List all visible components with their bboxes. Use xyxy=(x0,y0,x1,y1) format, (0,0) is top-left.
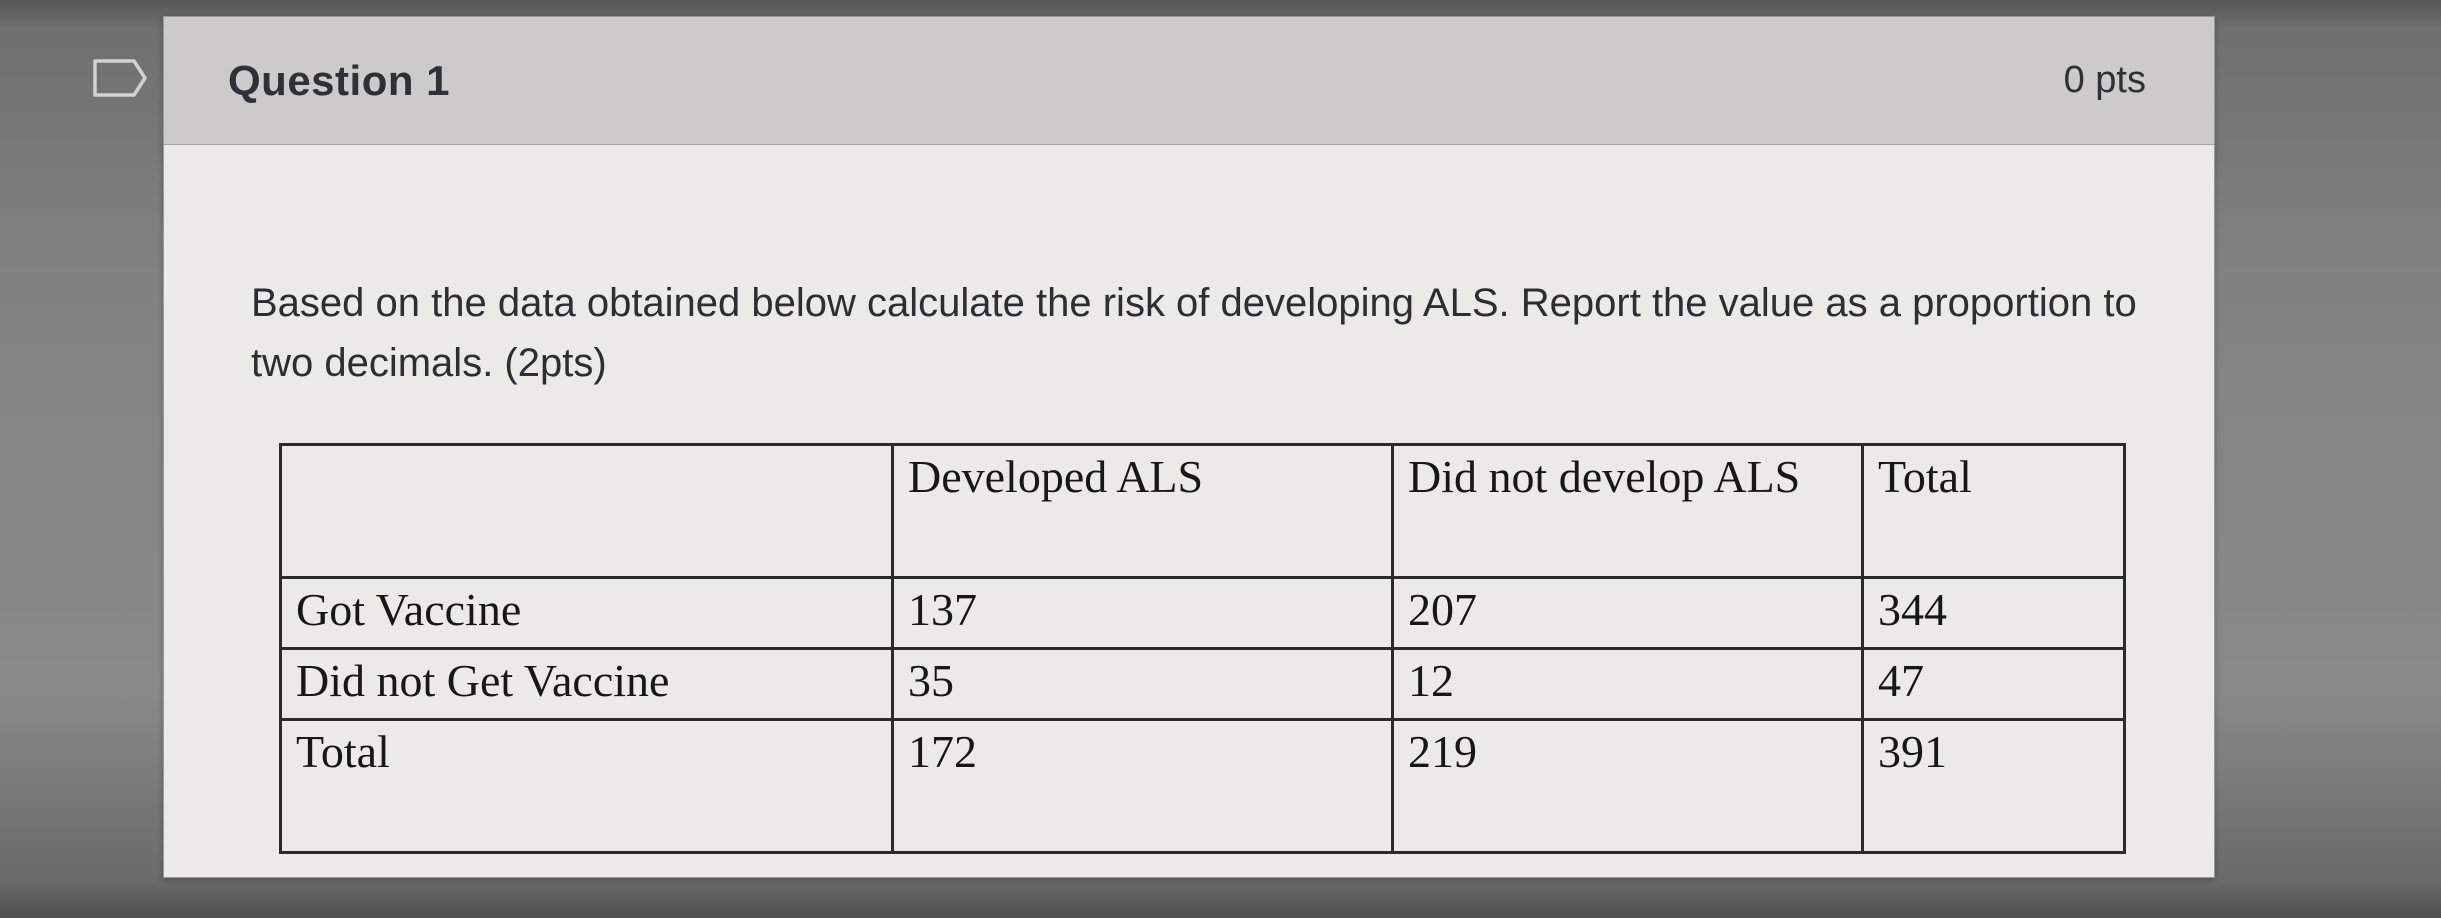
flag-icon xyxy=(88,59,152,107)
table-cell: 219 xyxy=(1391,718,1864,854)
table-cell: 172 xyxy=(891,718,1394,854)
row-label: Did not Get Vaccine xyxy=(279,647,894,721)
question-title: Question 1 xyxy=(228,56,451,104)
row-label: Got Vaccine xyxy=(279,576,894,650)
table-header-cell: Developed ALS xyxy=(891,443,1394,579)
table-cell: 391 xyxy=(1861,718,2126,854)
question-panel: Question 1 0 pts Based on the data obtai… xyxy=(163,16,2215,878)
question-prompt: Based on the data obtained below calcula… xyxy=(251,281,2137,385)
table-header-cell: Total xyxy=(1861,443,2126,579)
question-points: 0 pts xyxy=(2063,59,2146,101)
row-label: Total xyxy=(279,718,894,854)
table-cell: 207 xyxy=(1391,576,1864,650)
table-cell: 344 xyxy=(1861,576,2126,650)
question-header: Question 1 0 pts xyxy=(164,17,2214,145)
table-header-cell xyxy=(279,443,894,579)
table-row: Got Vaccine 137 207 344 xyxy=(279,576,2126,650)
table-cell: 12 xyxy=(1391,647,1864,721)
table-cell: 137 xyxy=(891,576,1394,650)
table-header-cell: Did not develop ALS xyxy=(1391,443,1864,579)
table-cell: 47 xyxy=(1861,647,2126,721)
flag-question-button[interactable] xyxy=(88,52,152,104)
table-row: Total 172 219 391 xyxy=(279,718,2126,854)
question-body: Based on the data obtained below calcula… xyxy=(164,145,2214,854)
table-cell: 35 xyxy=(891,647,1394,721)
table-header-row: Developed ALS Did not develop ALS Total xyxy=(279,443,2126,579)
risk-table: Developed ALS Did not develop ALS Total … xyxy=(279,443,2126,854)
table-row: Did not Get Vaccine 35 12 47 xyxy=(279,647,2126,721)
